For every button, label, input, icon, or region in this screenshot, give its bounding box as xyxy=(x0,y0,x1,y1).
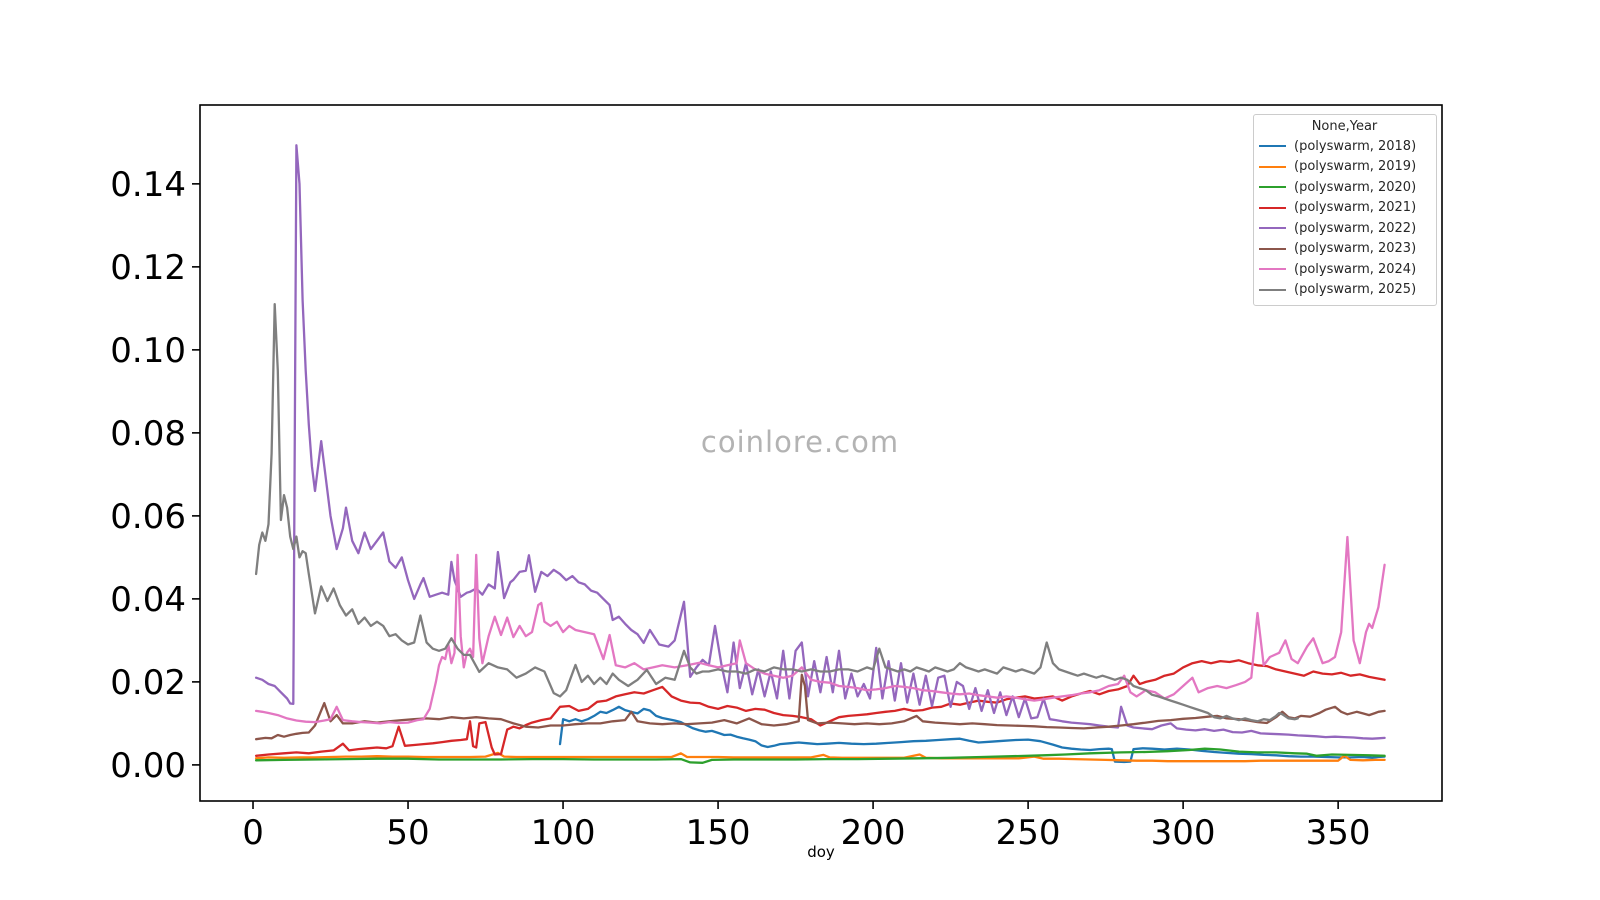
plot-border xyxy=(199,104,1443,802)
watermark: coinlore.com xyxy=(700,425,900,459)
x-axis-label: doy xyxy=(807,843,835,861)
legend-items: (polyswarm, 2018) (polyswarm, 2019) (polys… xyxy=(1259,136,1430,300)
y-tick-label: 0.10 xyxy=(110,331,186,371)
x-tick-label: 50 xyxy=(386,813,429,853)
legend-item-label: (polyswarm, 2019) xyxy=(1294,159,1417,175)
series-line-2021 xyxy=(254,659,1386,757)
x-tick-label: 100 xyxy=(531,813,596,853)
legend-line-swatch xyxy=(1259,186,1286,189)
legend-line-swatch xyxy=(1259,206,1286,209)
legend-line-swatch xyxy=(1259,145,1286,148)
x-tick-label: 0 xyxy=(242,813,264,853)
series-line-2025 xyxy=(254,303,1299,723)
legend-item-label: (polyswarm, 2025) xyxy=(1294,282,1417,298)
series-line-2022 xyxy=(254,144,1386,740)
legend-line-swatch xyxy=(1259,165,1286,168)
legend-item-label: (polyswarm, 2024) xyxy=(1294,261,1417,277)
series-line-2019 xyxy=(254,751,1386,763)
legend-item-label: (polyswarm, 2021) xyxy=(1294,200,1417,216)
y-tick-label: 0.08 xyxy=(110,414,186,454)
legend: None,Year (polyswarm, 2018) (polyswarm, 2… xyxy=(1253,114,1437,306)
y-tick-label: 0.14 xyxy=(110,165,186,205)
legend-item-label: (polyswarm, 2022) xyxy=(1294,220,1417,236)
legend-line-swatch xyxy=(1259,268,1286,271)
x-tick-label: 350 xyxy=(1306,813,1371,853)
series-line-2018 xyxy=(558,705,1386,764)
legend-line-swatch xyxy=(1259,247,1286,250)
series-line-2020 xyxy=(254,747,1386,764)
legend-item-2019: (polyswarm, 2019) xyxy=(1259,157,1430,178)
legend-item-2020: (polyswarm, 2020) xyxy=(1259,177,1430,198)
legend-item-2024: (polyswarm, 2024) xyxy=(1259,259,1430,280)
legend-item-label: (polyswarm, 2018) xyxy=(1294,138,1417,154)
y-tick-label: 0.02 xyxy=(110,663,186,703)
legend-line-swatch xyxy=(1259,227,1286,230)
legend-title: None,Year xyxy=(1311,119,1378,134)
legend-item-2023: (polyswarm, 2023) xyxy=(1259,239,1430,260)
legend-item-label: (polyswarm, 2020) xyxy=(1294,179,1417,195)
y-tick-label: 0.06 xyxy=(110,497,186,537)
legend-item-2025: (polyswarm, 2025) xyxy=(1259,280,1430,301)
legend-item-2022: (polyswarm, 2022) xyxy=(1259,218,1430,239)
x-tick-label: 300 xyxy=(1151,813,1216,853)
legend-item-2021: (polyswarm, 2021) xyxy=(1259,198,1430,219)
series-line-2024 xyxy=(254,535,1386,725)
legend-line-swatch xyxy=(1259,288,1286,291)
legend-item-label: (polyswarm, 2023) xyxy=(1294,241,1417,257)
y-tick-label: 0.12 xyxy=(110,248,186,288)
x-tick-label: 150 xyxy=(686,813,751,853)
y-tick-label: 0.04 xyxy=(110,580,186,620)
x-tick-label: 200 xyxy=(841,813,906,853)
y-tick-label: 0.00 xyxy=(110,746,186,786)
series-line-2023 xyxy=(254,673,1386,741)
x-tick-label: 250 xyxy=(996,813,1061,853)
legend-item-2018: (polyswarm, 2018) xyxy=(1259,136,1430,157)
